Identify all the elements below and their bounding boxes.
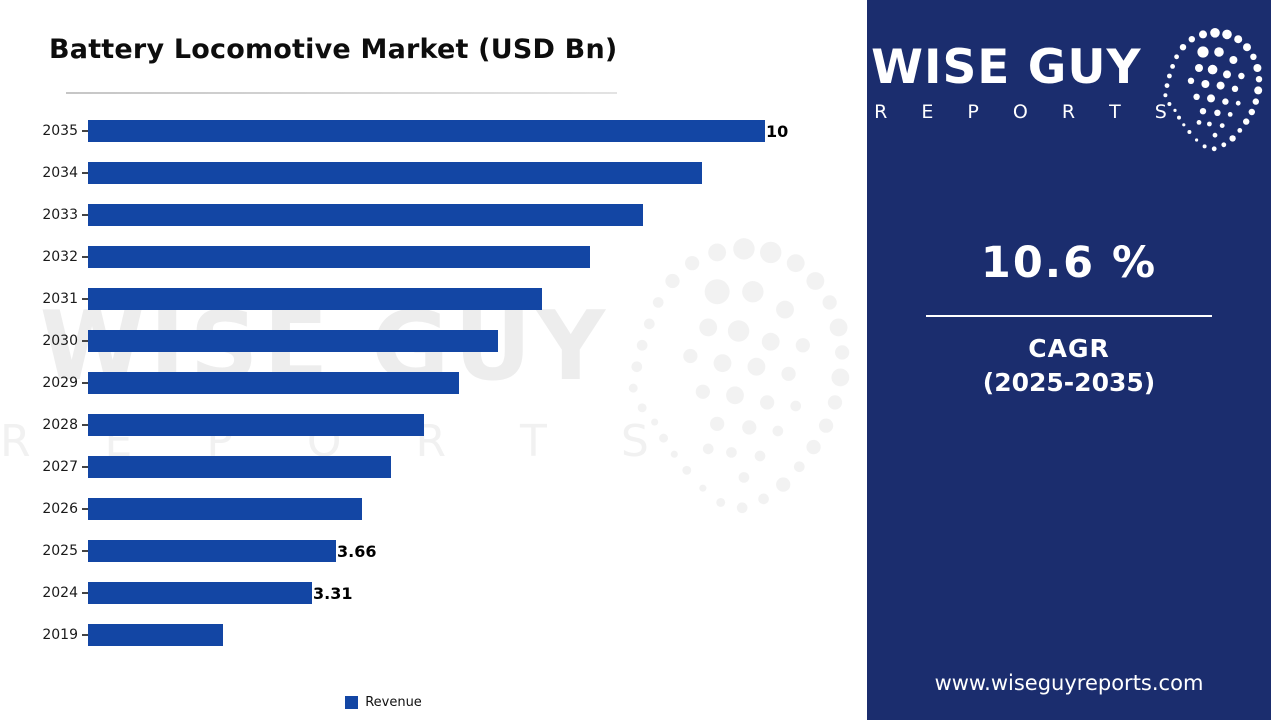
- revenue-bar: [88, 540, 336, 562]
- axis-tick: [82, 256, 88, 258]
- info-panel: WISE GUY R E P O R T S 10.6 % CAGR (2025…: [867, 0, 1271, 720]
- revenue-bar: [88, 372, 459, 394]
- bar-row: 2026: [28, 488, 848, 530]
- bar-value-label: 10: [766, 121, 789, 141]
- revenue-bar: [88, 456, 391, 478]
- bar-row: 2019: [28, 614, 848, 656]
- year-tick-label: 2019: [42, 627, 78, 643]
- revenue-bar: [88, 624, 223, 646]
- axis-tick: [82, 634, 88, 636]
- logo-wordmark: WISE GUY: [871, 40, 1142, 95]
- bar-row: 2025 3.66: [28, 530, 848, 572]
- year-tick-label: 2035: [42, 123, 78, 139]
- year-tick-label: 2026: [42, 501, 78, 517]
- axis-tick: [82, 466, 88, 468]
- year-tick-label: 2033: [42, 207, 78, 223]
- axis-tick: [82, 424, 88, 426]
- chart-panel: Battery Locomotive Market (USD Bn) WISE …: [0, 34, 850, 710]
- revenue-bar: [88, 582, 312, 604]
- title-underline: [66, 92, 617, 94]
- bar-row: 2027: [28, 446, 848, 488]
- revenue-bar: [88, 120, 765, 142]
- cagr-value: 10.6 %: [980, 238, 1158, 288]
- logo-subtitle: R E P O R T S: [874, 101, 1181, 123]
- logo-head-icon: [1163, 28, 1263, 152]
- axis-tick: [82, 382, 88, 384]
- revenue-bar: [88, 330, 498, 352]
- revenue-bar: [88, 498, 362, 520]
- axis-tick: [82, 508, 88, 510]
- chart-title: Battery Locomotive Market (USD Bn): [49, 34, 618, 65]
- axis-tick: [82, 214, 88, 216]
- axis-tick: [82, 130, 88, 132]
- axis-tick: [82, 298, 88, 300]
- cagr-divider: [926, 315, 1212, 317]
- axis-tick: [82, 550, 88, 552]
- revenue-bar: [88, 414, 424, 436]
- year-tick-label: 2032: [42, 249, 78, 265]
- cagr-range: (2025-2035): [982, 368, 1156, 397]
- website-url[interactable]: www.wiseguyreports.com: [934, 671, 1204, 695]
- bar-chart: 2035 10 2034 2033 2032 2031 2030 2029 2028 2027 20…: [28, 110, 848, 656]
- bar-row: 2033: [28, 194, 848, 236]
- logo-text: WISE GUY R E P O R T S: [871, 40, 1181, 123]
- bar-value-label: 3.31: [313, 583, 353, 603]
- revenue-bar: [88, 288, 542, 310]
- bar-row: 2035 10: [28, 110, 848, 152]
- legend-swatch: [345, 696, 359, 709]
- bar-row: 2031: [28, 278, 848, 320]
- cagr-label: CAGR: [1028, 334, 1110, 363]
- year-tick-label: 2024: [42, 585, 78, 601]
- year-tick-label: 2029: [42, 375, 78, 391]
- year-tick-label: 2031: [42, 291, 78, 307]
- cagr-block: 10.6 % CAGR (2025-2035): [926, 238, 1212, 397]
- year-tick-label: 2030: [42, 333, 78, 349]
- revenue-bar: [88, 204, 643, 226]
- revenue-bar: [88, 246, 590, 268]
- wiseguy-logo: WISE GUY R E P O R T S: [871, 28, 1267, 156]
- bar-row: 2029: [28, 362, 848, 404]
- axis-tick: [82, 340, 88, 342]
- year-tick-label: 2027: [42, 459, 78, 475]
- bar-row: 2034: [28, 152, 848, 194]
- bar-row: 2030: [28, 320, 848, 362]
- bar-row: 2032: [28, 236, 848, 278]
- bar-value-label: 3.66: [337, 541, 377, 561]
- year-tick-label: 2025: [42, 543, 78, 559]
- year-tick-label: 2034: [42, 165, 78, 181]
- revenue-bar: [88, 162, 702, 184]
- axis-tick: [82, 592, 88, 594]
- axis-tick: [82, 172, 88, 174]
- legend: Revenue: [0, 695, 767, 710]
- legend-label: Revenue: [365, 695, 422, 710]
- bar-row: 2028: [28, 404, 848, 446]
- year-tick-label: 2028: [42, 417, 78, 433]
- bar-row: 2024 3.31: [28, 572, 848, 614]
